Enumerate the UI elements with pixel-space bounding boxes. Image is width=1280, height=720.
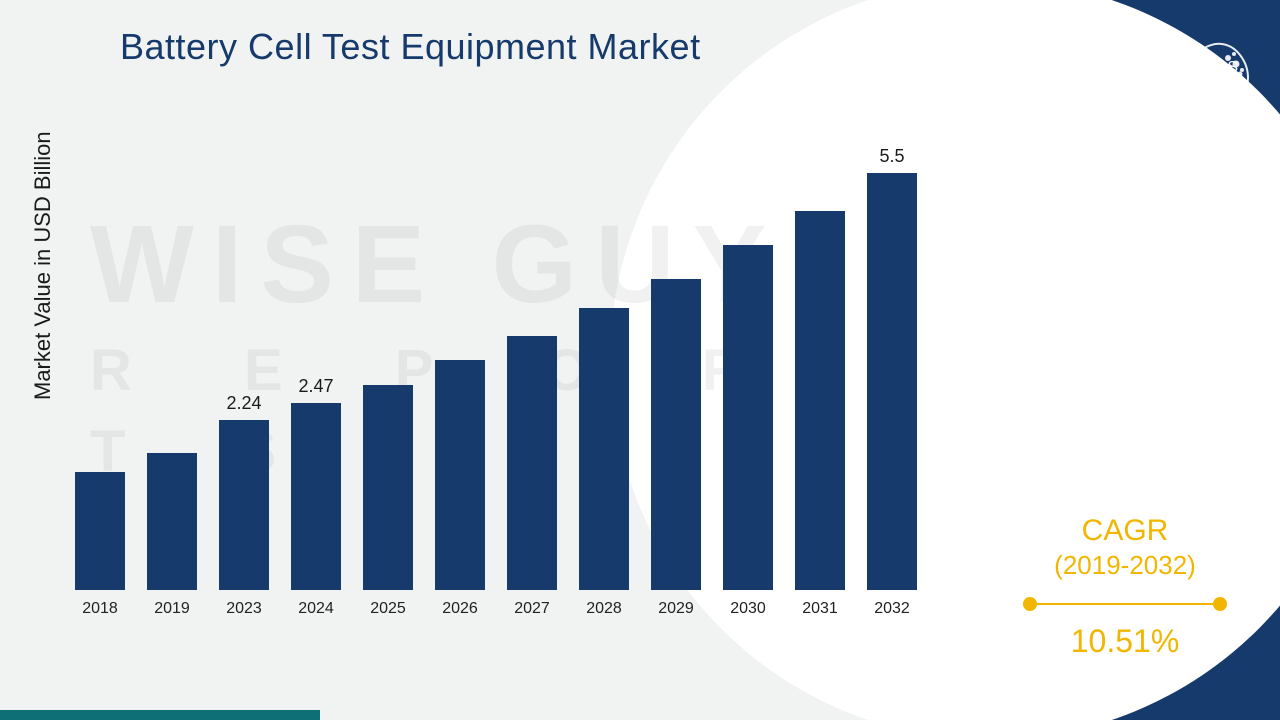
bar bbox=[147, 453, 197, 590]
bar bbox=[507, 336, 557, 590]
bar bbox=[651, 279, 701, 590]
x-tick-label: 2019 bbox=[147, 590, 197, 618]
x-tick-label: 2028 bbox=[579, 590, 629, 618]
x-tick-label: 2026 bbox=[435, 590, 485, 618]
x-tick-label: 2018 bbox=[75, 590, 125, 618]
bar bbox=[867, 173, 917, 590]
y-axis-label: Market Value in USD Billion bbox=[30, 131, 56, 400]
infographic-stage: WISE GUY R E P O R T S Battery Cell Test… bbox=[0, 0, 1280, 720]
x-tick-label: 2031 bbox=[795, 590, 845, 618]
bar bbox=[75, 472, 125, 590]
cagr-divider bbox=[1030, 603, 1220, 605]
bar bbox=[219, 420, 269, 590]
cagr-title: CAGR bbox=[1010, 514, 1240, 548]
bar bbox=[363, 385, 413, 590]
bar-value-label: 2.24 bbox=[219, 393, 269, 420]
x-tick-label: 2027 bbox=[507, 590, 557, 618]
bar bbox=[435, 360, 485, 590]
bar bbox=[579, 308, 629, 590]
wiseguy-logo: WISE GUY R E P O R T S bbox=[991, 22, 1250, 77]
x-tick-label: 2032 bbox=[867, 590, 917, 618]
cagr-dot-right bbox=[1213, 597, 1227, 611]
bar-chart: 201820192.2420232.4720242025202620272028… bbox=[75, 150, 935, 590]
x-tick-label: 2029 bbox=[651, 590, 701, 618]
bottom-accent-line bbox=[0, 710, 320, 720]
cagr-dot-left bbox=[1023, 597, 1037, 611]
bar bbox=[795, 211, 845, 590]
cagr-value: 10.51% bbox=[1010, 623, 1240, 660]
bar bbox=[723, 245, 773, 590]
chart-title: Battery Cell Test Equipment Market bbox=[120, 26, 701, 68]
bar bbox=[291, 403, 341, 590]
x-tick-label: 2030 bbox=[723, 590, 773, 618]
x-tick-label: 2023 bbox=[219, 590, 269, 618]
bar-value-label: 5.5 bbox=[867, 146, 917, 173]
cagr-block: CAGR (2019-2032) 10.51% bbox=[1010, 514, 1240, 660]
logo-head-icon bbox=[1182, 40, 1252, 120]
bar-value-label: 2.47 bbox=[291, 376, 341, 403]
x-tick-label: 2024 bbox=[291, 590, 341, 618]
cagr-range: (2019-2032) bbox=[1010, 550, 1240, 581]
x-tick-label: 2025 bbox=[363, 590, 413, 618]
